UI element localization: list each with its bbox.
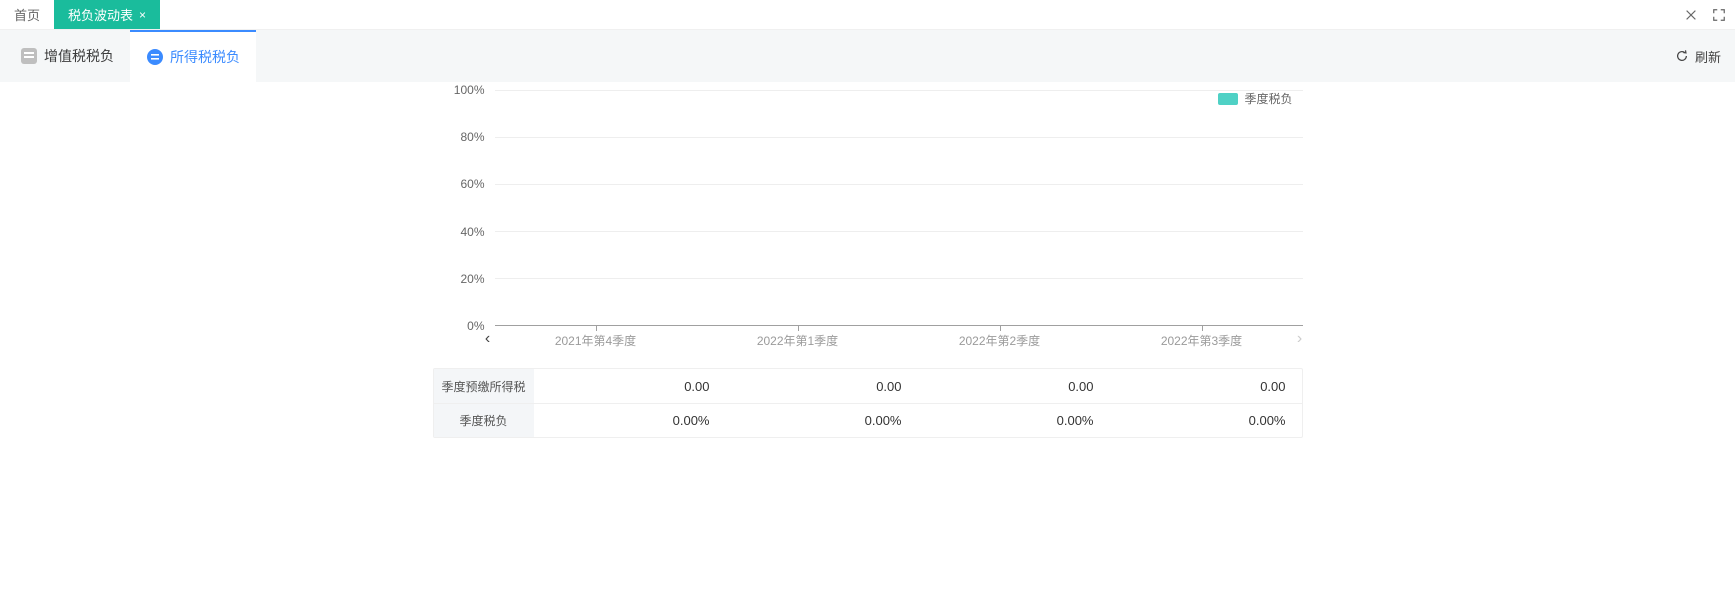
- sub-tab-band: 增值税税负 所得税税负 刷新: [0, 30, 1735, 82]
- refresh-button[interactable]: 刷新: [1675, 47, 1721, 66]
- page-tab-strip: 首页 税负波动表 ×: [0, 0, 1735, 30]
- summary-table: 季度预缴所得税0.000.000.000.00季度税负0.00%0.00%0.0…: [433, 368, 1303, 438]
- chart-grid-line: [495, 184, 1303, 185]
- income-icon: [146, 48, 164, 66]
- sub-tab-group: 增值税税负 所得税税负: [4, 30, 256, 82]
- table-cell: 0.00: [726, 369, 918, 403]
- table-row-header: 季度预缴所得税: [434, 369, 534, 403]
- x-tick-label: 2022年第1季度: [697, 326, 899, 350]
- table-cell: 0.00%: [918, 404, 1110, 437]
- close-tab-icon[interactable]: ×: [139, 9, 146, 21]
- chart-x-axis: 2021年第4季度2022年第1季度2022年第2季度2022年第3季度: [495, 326, 1303, 350]
- x-tick-label: 2021年第4季度: [495, 326, 697, 350]
- close-all-tabs-icon[interactable]: [1683, 7, 1699, 23]
- y-tick-label: 20%: [460, 272, 484, 286]
- x-tick-label: 2022年第3季度: [1101, 326, 1303, 350]
- y-tick-label: 100%: [454, 83, 485, 97]
- x-tick-label: 2022年第2季度: [899, 326, 1101, 350]
- chart-grid-line: [495, 231, 1303, 232]
- chart-grid-line: [495, 278, 1303, 279]
- chart-grid-line: [495, 90, 1303, 91]
- table-row: 季度税负0.00%0.00%0.00%0.00%: [434, 403, 1302, 437]
- table-cell: 0.00: [534, 369, 726, 403]
- table-row-header: 季度税负: [434, 404, 534, 437]
- chart-y-axis: 0%20%40%60%80%100%: [433, 90, 493, 326]
- tab-tax-volatility-label: 税负波动表: [68, 5, 133, 24]
- sub-tab-vat-label: 增值税税负: [44, 46, 114, 66]
- table-cell: 0.00: [918, 369, 1110, 403]
- content-area: 季度税负 0%20%40%60%80%100% 2021年第4季度2022年第1…: [0, 90, 1735, 438]
- table-cell: 0.00%: [1110, 404, 1302, 437]
- fullscreen-icon[interactable]: [1711, 7, 1727, 23]
- chart-plot: 0%20%40%60%80%100% 2021年第4季度2022年第1季度202…: [433, 90, 1303, 350]
- chart-container: 季度税负 0%20%40%60%80%100% 2021年第4季度2022年第1…: [433, 90, 1303, 438]
- table-cell: 0.00: [1110, 369, 1302, 403]
- sub-tab-income[interactable]: 所得税税负: [130, 30, 256, 82]
- chart-next-page-icon: ›: [1291, 330, 1309, 348]
- chart-prev-page-icon[interactable]: ‹: [479, 330, 497, 348]
- y-tick-label: 40%: [460, 225, 484, 239]
- tab-tax-volatility[interactable]: 税负波动表 ×: [54, 0, 160, 29]
- tab-home[interactable]: 首页: [0, 0, 54, 29]
- y-tick-label: 60%: [460, 177, 484, 191]
- y-tick-label: 80%: [460, 130, 484, 144]
- refresh-icon: [1675, 49, 1689, 63]
- table-row: 季度预缴所得税0.000.000.000.00: [434, 369, 1302, 403]
- sub-tab-income-label: 所得税税负: [170, 47, 240, 67]
- vat-icon: [20, 47, 38, 65]
- sub-tab-vat[interactable]: 增值税税负: [4, 30, 130, 82]
- table-cell: 0.00%: [726, 404, 918, 437]
- top-right-icon-group: [1683, 0, 1727, 30]
- table-cell: 0.00%: [534, 404, 726, 437]
- chart-grid-line: [495, 137, 1303, 138]
- chart-plot-area: [495, 90, 1303, 326]
- refresh-label: 刷新: [1695, 47, 1721, 66]
